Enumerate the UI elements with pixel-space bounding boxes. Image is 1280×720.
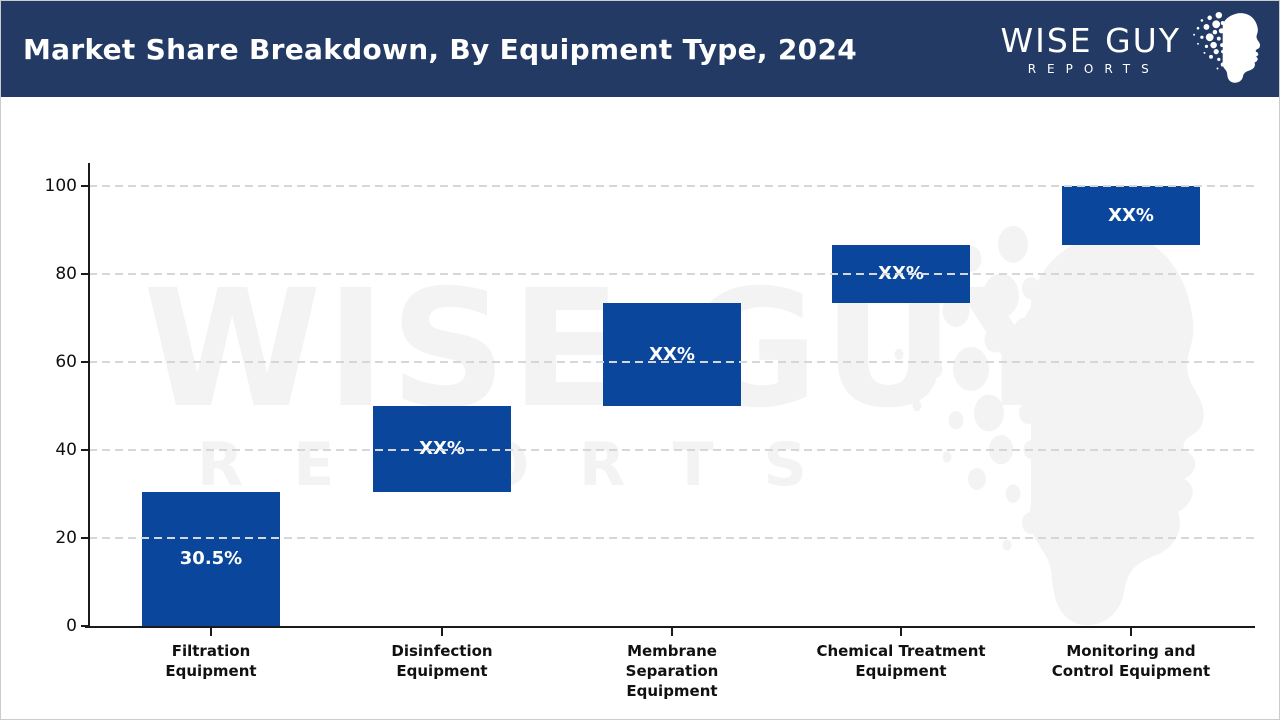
- page-title: Market Share Breakdown, By Equipment Typ…: [23, 32, 858, 66]
- y-tick-mark-100: [81, 185, 89, 187]
- y-tick-label-100: 100: [44, 176, 77, 196]
- y-axis-line: [88, 163, 90, 628]
- x-tick-mark-5: [1130, 628, 1132, 636]
- y-tick-mark-60: [81, 361, 89, 363]
- x-tick-mark-2: [441, 628, 443, 636]
- bar-value-label-2: XX%: [419, 438, 465, 460]
- bar-value-label-5: XX%: [1108, 205, 1154, 227]
- y-tick-mark-0: [81, 625, 89, 627]
- y-tick-label-80: 80: [55, 264, 77, 284]
- x-category-label-3: Membrane Separation Equipment: [625, 642, 719, 700]
- x-tick-mark-1: [210, 628, 212, 636]
- y-tick-mark-40: [81, 449, 89, 451]
- gridline-80: [89, 273, 1254, 275]
- gridline-20: [89, 537, 1254, 539]
- logo-name: WISE GUY: [1000, 20, 1181, 60]
- y-tick-mark-80: [81, 273, 89, 275]
- gridline-100: [89, 185, 1254, 187]
- x-category-label-1: Filtration Equipment: [165, 642, 257, 680]
- y-tick-label-0: 0: [66, 616, 77, 636]
- bar-2: XX%: [373, 406, 511, 492]
- y-tick-label-60: 60: [55, 352, 77, 372]
- gridline-40: [89, 449, 1254, 451]
- x-tick-mark-3: [671, 628, 673, 636]
- watermark-subtext: REPORTS: [197, 430, 857, 500]
- logo-face-icon: [1193, 11, 1261, 83]
- wise-guy-reports-logo: WISE GUY REPORTS: [1000, 7, 1263, 91]
- logo-text: WISE GUY REPORTS: [1000, 24, 1181, 75]
- y-tick-mark-20: [81, 537, 89, 539]
- bar-3: XX%: [603, 302, 741, 406]
- bar-5: XX%: [1062, 186, 1200, 246]
- bar-value-label-3: XX%: [649, 343, 695, 365]
- bar-value-label-1: 30.5%: [179, 548, 243, 570]
- y-tick-label-40: 40: [55, 440, 77, 460]
- gridline-60: [89, 361, 1254, 363]
- x-axis-line: [85, 626, 1255, 628]
- x-category-label-5: Monitoring and Control Equipment: [1051, 642, 1211, 680]
- bar-1: 30.5%: [142, 491, 280, 626]
- x-category-label-2: Disinfection Equipment: [391, 642, 493, 680]
- y-tick-label-20: 20: [55, 528, 77, 548]
- chart: WISE GUY REPORTS 0 20 40 60 80 100 30.5% Filtra…: [1, 97, 1279, 719]
- header-bar: Market Share Breakdown, By Equipment Typ…: [1, 1, 1279, 97]
- logo-subtitle: REPORTS: [1027, 61, 1160, 76]
- x-category-label-4: Chemical Treatment Equipment: [816, 642, 986, 680]
- x-tick-mark-4: [900, 628, 902, 636]
